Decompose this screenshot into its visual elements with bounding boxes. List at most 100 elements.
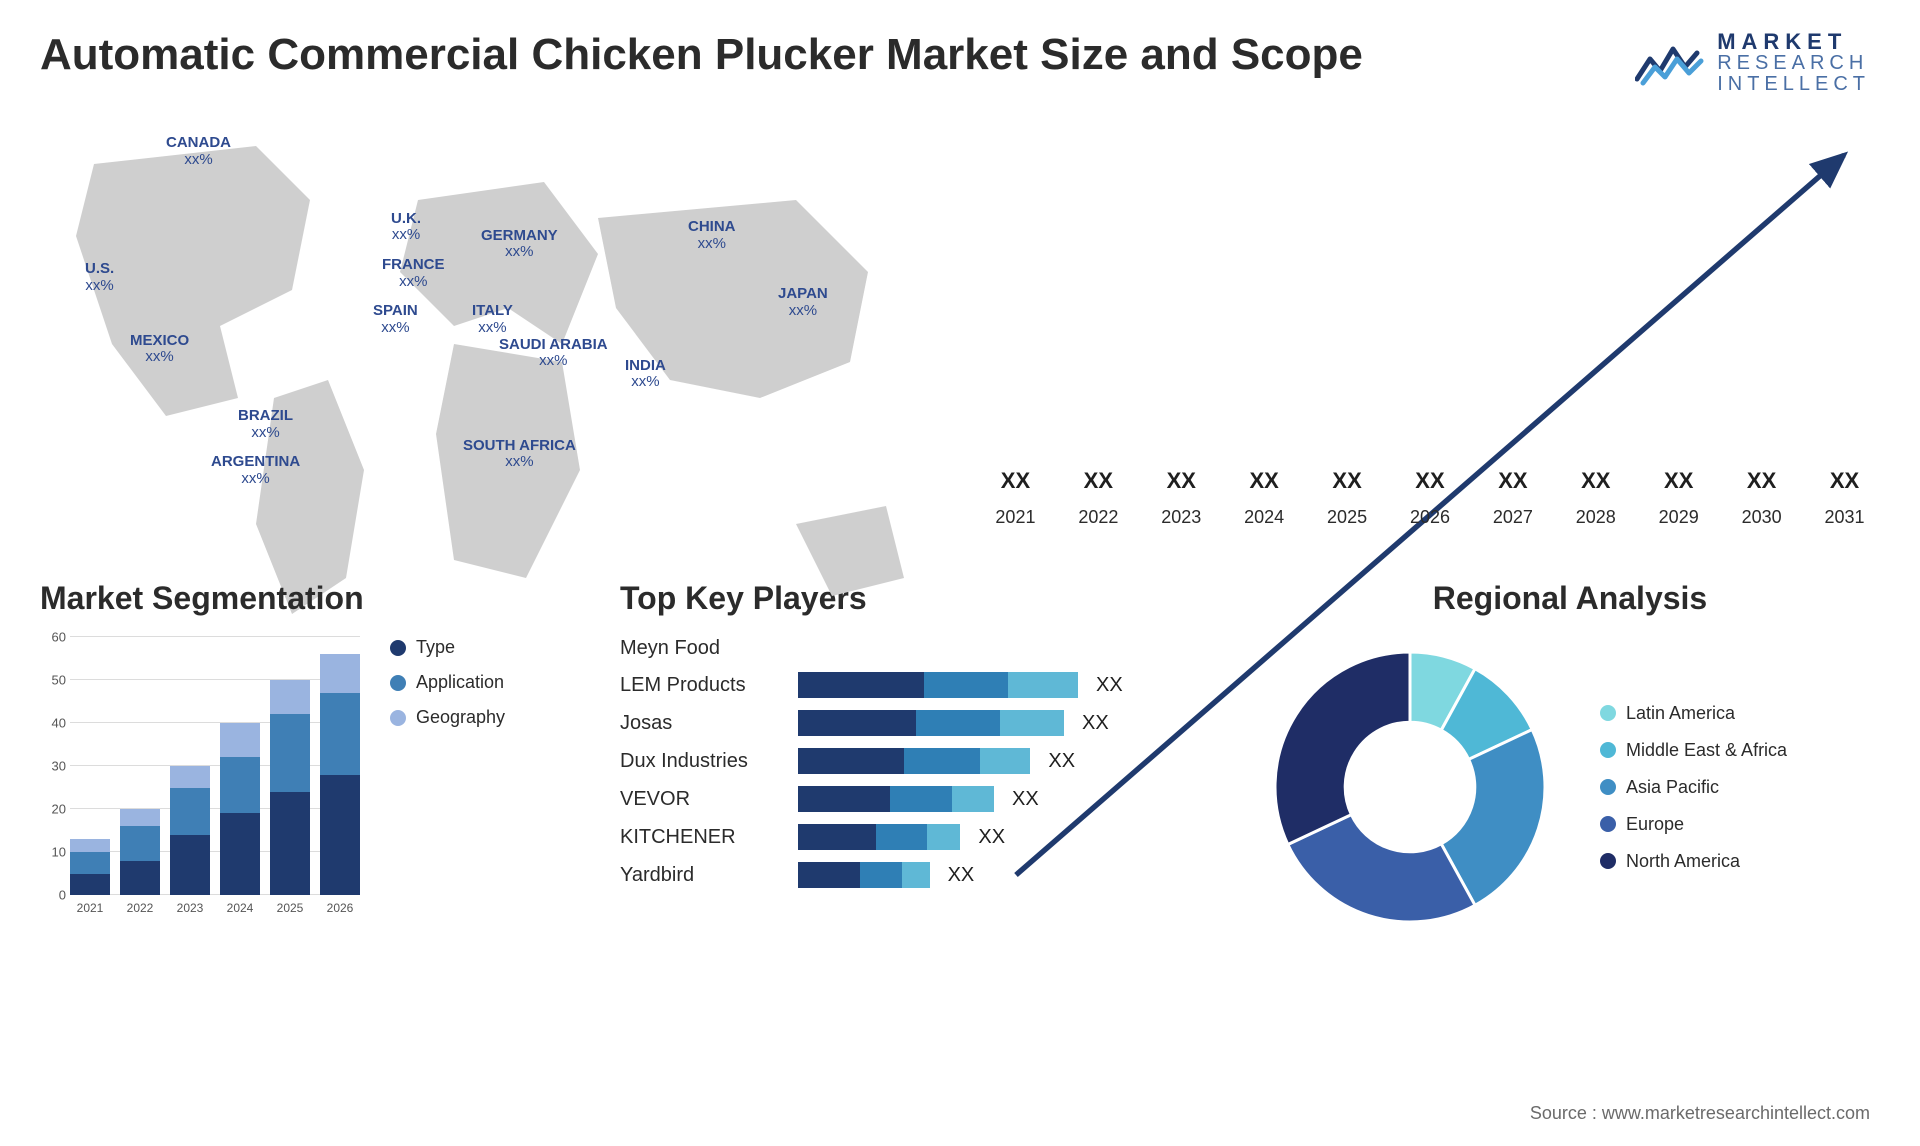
country-label-brazil: BRAZILxx%: [238, 408, 293, 441]
forecast-value-label: XX: [1249, 468, 1278, 494]
seg-legend-item: Application: [390, 672, 505, 693]
country-label-argentina: ARGENTINAxx%: [211, 454, 300, 487]
forecast-value-label: XX: [1830, 468, 1859, 494]
logo-line-3: INTELLECT: [1717, 74, 1870, 95]
source-citation: Source : www.marketresearchintellect.com: [1530, 1103, 1870, 1124]
seg-year-label: 2026: [327, 901, 354, 915]
seg-y-tick: 20: [52, 802, 66, 817]
country-label-spain: SPAINxx%: [373, 303, 418, 336]
mountain-icon: [1635, 39, 1705, 87]
player-row: Dux IndustriesXX: [620, 748, 1220, 774]
country-label-canada: CANADAxx%: [166, 135, 231, 168]
country-label-india: INDIAxx%: [625, 358, 666, 391]
forecast-year-label: 2026: [1410, 507, 1450, 528]
player-row: KITCHENER XX: [620, 824, 1220, 850]
player-row: LEM ProductsXX: [620, 672, 1220, 698]
regional-legend-item: Asia Pacific: [1600, 777, 1787, 798]
player-value: XX: [948, 864, 975, 887]
forecast-value-label: XX: [1747, 468, 1776, 494]
player-bar: [798, 862, 930, 888]
player-bar: [798, 748, 1030, 774]
forecast-year-label: 2025: [1327, 507, 1367, 528]
country-label-china: CHINAxx%: [688, 219, 736, 252]
main-forecast-chart: XX2021XX2022XX2023XX2024XX2025XX2026XX20…: [980, 110, 1880, 530]
player-value: XX: [1082, 712, 1109, 735]
regional-legend-item: Europe: [1600, 814, 1787, 835]
forecast-value-label: XX: [1167, 468, 1196, 494]
seg-y-tick: 30: [52, 759, 66, 774]
forecast-value-label: XX: [1415, 468, 1444, 494]
forecast-year-label: 2024: [1244, 507, 1284, 528]
seg-bar-2021: 2021: [70, 839, 110, 895]
forecast-year-label: 2028: [1576, 507, 1616, 528]
forecast-year-label: 2027: [1493, 507, 1533, 528]
player-bar: [798, 824, 960, 850]
player-bar: [798, 672, 1078, 698]
seg-bar-2022: 2022: [120, 809, 160, 895]
player-name: Yardbird: [620, 864, 780, 887]
forecast-value-label: XX: [1581, 468, 1610, 494]
player-bar: [798, 786, 994, 812]
seg-y-tick: 10: [52, 845, 66, 860]
seg-year-label: 2024: [227, 901, 254, 915]
forecast-bar-2022: XX2022: [1063, 468, 1134, 500]
forecast-bar-2025: XX2025: [1312, 468, 1383, 500]
player-row: JosasXX: [620, 710, 1220, 736]
brand-logo: MARKET RESEARCH INTELLECT: [1635, 30, 1870, 95]
forecast-bar-2028: XX2028: [1560, 468, 1631, 500]
regional-panel: Regional Analysis Latin America Middle Ea…: [1260, 580, 1880, 937]
seg-y-tick: 0: [59, 888, 66, 903]
forecast-year-label: 2029: [1659, 507, 1699, 528]
seg-y-tick: 40: [52, 716, 66, 731]
forecast-bar-2029: XX2029: [1643, 468, 1714, 500]
forecast-value-label: XX: [1664, 468, 1693, 494]
segmentation-panel: Market Segmentation 0102030405060 202120…: [40, 580, 580, 937]
player-value: XX: [1096, 674, 1123, 697]
forecast-year-label: 2022: [1078, 507, 1118, 528]
country-label-saudi-arabia: SAUDI ARABIAxx%: [499, 337, 608, 370]
world-map-panel: CANADAxx% U.S.xx% MEXICOxx% BRAZILxx% ARGENT…: [40, 110, 940, 530]
player-name: VEVOR: [620, 788, 780, 811]
segmentation-heading: Market Segmentation: [40, 580, 580, 617]
forecast-value-label: XX: [1498, 468, 1527, 494]
country-label-mexico: MEXICOxx%: [130, 333, 189, 366]
regional-legend-item: Latin America: [1600, 703, 1787, 724]
forecast-value-label: XX: [1001, 468, 1030, 494]
country-label-u-s-: U.S.xx%: [85, 261, 114, 294]
forecast-bar-2023: XX2023: [1146, 468, 1217, 500]
forecast-year-label: 2021: [995, 507, 1035, 528]
country-label-u-k-: U.K.xx%: [391, 211, 421, 244]
regional-legend-item: Middle East & Africa: [1600, 740, 1787, 761]
country-label-italy: ITALYxx%: [472, 303, 513, 336]
seg-y-tick: 50: [52, 673, 66, 688]
country-label-germany: GERMANYxx%: [481, 228, 558, 261]
seg-legend-item: Geography: [390, 707, 505, 728]
regional-heading: Regional Analysis: [1260, 580, 1880, 617]
segmentation-chart: 0102030405060 202120222023202420252026: [40, 637, 360, 917]
seg-bar-2023: 2023: [170, 766, 210, 895]
forecast-bar-2021: XX2021: [980, 468, 1051, 500]
logo-line-2: RESEARCH: [1717, 53, 1870, 74]
seg-legend-item: Type: [390, 637, 505, 658]
page-title: Automatic Commercial Chicken Plucker Mar…: [40, 30, 1880, 80]
forecast-bar-2030: XX2030: [1726, 468, 1797, 500]
seg-bar-2026: 2026: [320, 654, 360, 895]
country-label-japan: JAPANxx%: [778, 286, 828, 319]
seg-bar-2025: 2025: [270, 680, 310, 895]
seg-bar-2024: 2024: [220, 723, 260, 895]
player-name: KITCHENER: [620, 826, 780, 849]
player-value: XX: [1012, 788, 1039, 811]
seg-year-label: 2025: [277, 901, 304, 915]
player-bar: [798, 710, 1064, 736]
seg-year-label: 2022: [127, 901, 154, 915]
forecast-bar-2026: XX2026: [1395, 468, 1466, 500]
regional-legend: Latin America Middle East & Africa Asia Pa…: [1600, 703, 1787, 872]
forecast-year-label: 2023: [1161, 507, 1201, 528]
forecast-bar-2024: XX2024: [1229, 468, 1300, 500]
player-value: XX: [1048, 750, 1075, 773]
player-value: XX: [978, 826, 1005, 849]
donut-segment: [1275, 652, 1410, 844]
country-label-south-africa: SOUTH AFRICAxx%: [463, 438, 576, 471]
forecast-bar-2031: XX2031: [1809, 468, 1880, 500]
segmentation-legend: Type Application Geography: [390, 637, 505, 917]
